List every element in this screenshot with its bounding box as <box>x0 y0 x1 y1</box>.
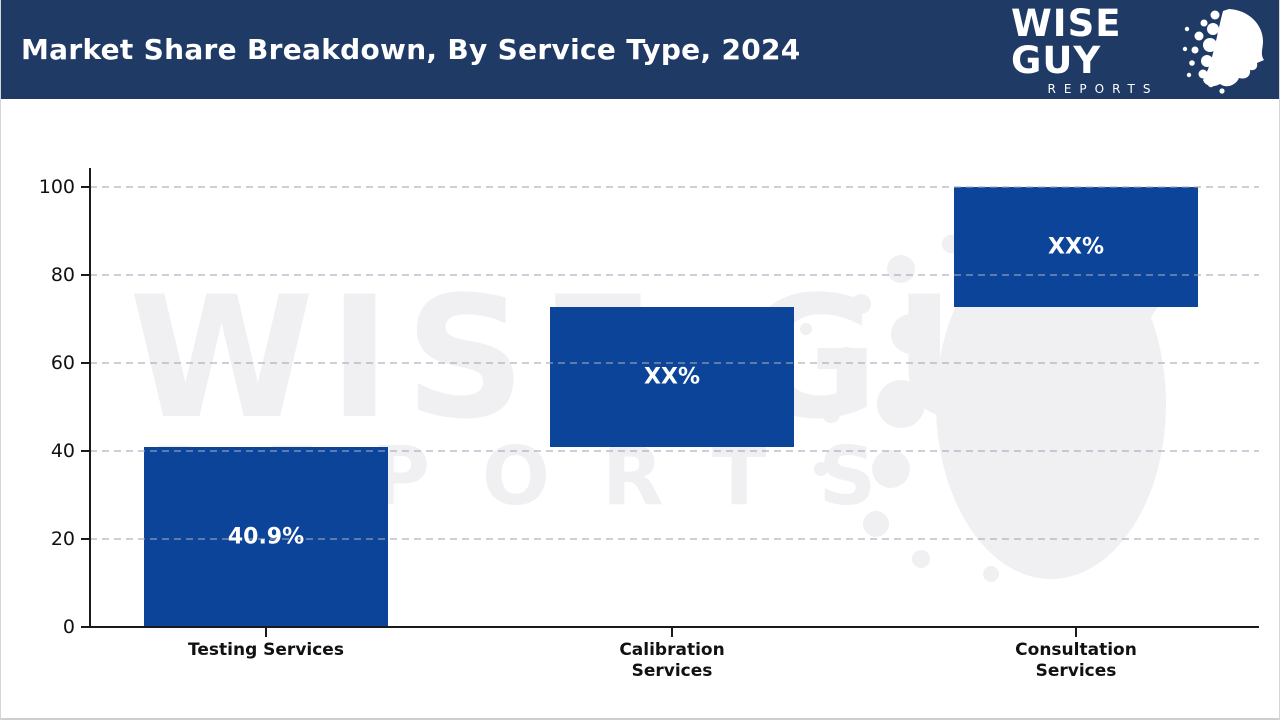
bar-label-2: XX% <box>1048 234 1104 260</box>
logo-face-icon <box>1182 9 1264 94</box>
logo-wordmark: WISE GUY <box>1011 1 1122 82</box>
y-tick-mark-0 <box>81 626 89 628</box>
bar-label-1: XX% <box>644 364 700 390</box>
x-tick-mark-2 <box>1075 628 1077 637</box>
x-category-label-1: Calibration Services <box>552 640 792 682</box>
bar-0 <box>144 447 388 627</box>
y-tick-label-60: 60 <box>50 352 75 374</box>
logo-subtext: REPORTS <box>1047 81 1159 96</box>
page-title: Market Share Breakdown, By Service Type,… <box>21 33 801 66</box>
y-tick-label-100: 100 <box>38 176 75 198</box>
header: Market Share Breakdown, By Service Type,… <box>1 0 1279 99</box>
x-category-label-2: Consultation Services <box>956 640 1196 682</box>
bar-1 <box>550 307 794 448</box>
x-category-label-line: Services <box>631 661 713 681</box>
gridline-40 <box>90 450 1259 452</box>
x-category-label-line: Calibration <box>619 640 725 660</box>
y-tick-label-0: 0 <box>62 616 75 638</box>
x-category-label-line: Testing Services <box>188 640 344 660</box>
y-tick-mark-100 <box>81 186 89 188</box>
wise-guy-logo: WISE GUY REPORTS <box>1011 4 1273 96</box>
chart-area: WISE GUY REPORTS 0 20 40 60 80 100 40.9% XX% XX%… <box>1 99 1279 718</box>
y-tick-mark-20 <box>81 538 89 540</box>
x-category-label-0: Testing Services <box>146 640 386 661</box>
gridline-20 <box>90 538 1259 540</box>
y-axis-line <box>89 168 91 628</box>
logo-text: WISE GUY REPORTS <box>1011 5 1191 96</box>
x-axis-line <box>89 626 1259 628</box>
y-tick-label-80: 80 <box>50 264 75 286</box>
gridline-100 <box>90 186 1259 188</box>
x-category-label-line: Consultation <box>1015 640 1137 660</box>
gridline-60 <box>90 362 1259 364</box>
y-tick-label-20: 20 <box>50 528 75 550</box>
x-tick-mark-0 <box>265 628 267 637</box>
y-tick-mark-60 <box>81 362 89 364</box>
page-bottom-border <box>1 718 1279 720</box>
gridline-80 <box>90 274 1259 276</box>
y-tick-label-40: 40 <box>50 440 75 462</box>
x-category-label-line: Services <box>1035 661 1117 681</box>
x-tick-mark-1 <box>671 628 673 637</box>
y-tick-mark-40 <box>81 450 89 452</box>
bar-label-0: 40.9% <box>227 524 305 550</box>
y-tick-mark-80 <box>81 274 89 276</box>
